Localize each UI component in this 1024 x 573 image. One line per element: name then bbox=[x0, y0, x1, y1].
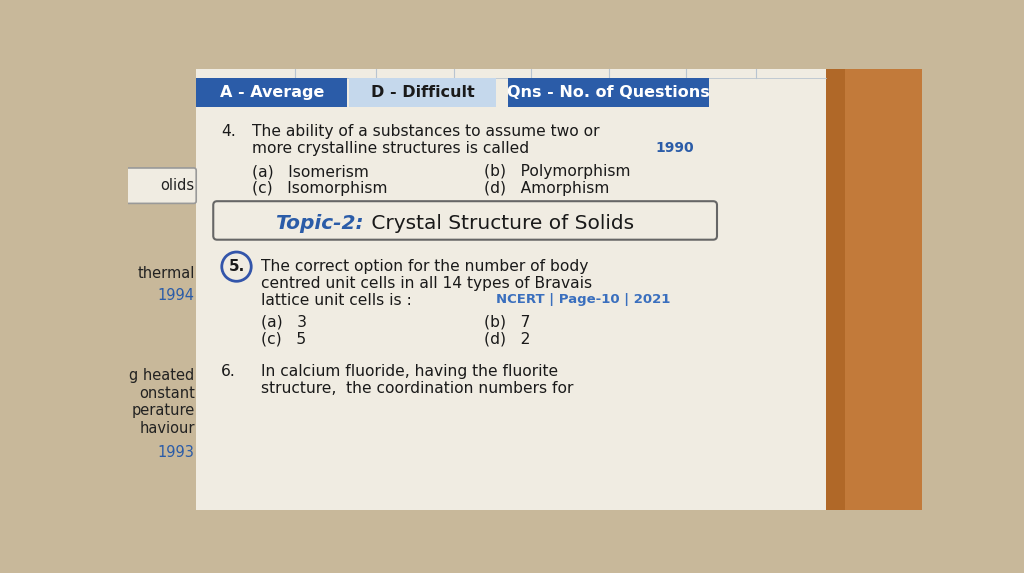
FancyBboxPatch shape bbox=[197, 69, 825, 510]
FancyBboxPatch shape bbox=[508, 78, 710, 107]
Text: centred unit cells in all 14 types of Bravais: centred unit cells in all 14 types of Br… bbox=[261, 276, 593, 291]
Text: (d)   2: (d) 2 bbox=[484, 331, 530, 346]
Text: 1994: 1994 bbox=[158, 288, 195, 304]
Text: 5.: 5. bbox=[228, 259, 245, 274]
Text: Qns - No. of Questions: Qns - No. of Questions bbox=[507, 85, 710, 100]
Text: (c)   5: (c) 5 bbox=[261, 331, 306, 346]
FancyBboxPatch shape bbox=[126, 168, 197, 203]
Text: perature: perature bbox=[131, 403, 195, 418]
Text: Crystal Structure of Solids: Crystal Structure of Solids bbox=[366, 214, 634, 233]
Text: In calcium fluoride, having the fluorite: In calcium fluoride, having the fluorite bbox=[261, 364, 558, 379]
Text: (b)   Polymorphism: (b) Polymorphism bbox=[484, 164, 631, 179]
Text: structure,  the coordination numbers for: structure, the coordination numbers for bbox=[261, 380, 573, 395]
Text: 6.: 6. bbox=[221, 364, 236, 379]
Text: 4.: 4. bbox=[221, 124, 236, 139]
Text: The correct option for the number of body: The correct option for the number of bod… bbox=[261, 259, 589, 274]
Text: Topic-2:: Topic-2: bbox=[275, 214, 364, 233]
Text: more crystalline structures is called: more crystalline structures is called bbox=[252, 141, 529, 156]
FancyBboxPatch shape bbox=[349, 78, 496, 107]
Text: olids: olids bbox=[161, 178, 195, 193]
FancyBboxPatch shape bbox=[197, 78, 347, 107]
Text: (a)   Isomerism: (a) Isomerism bbox=[252, 164, 369, 179]
Text: thermal: thermal bbox=[137, 266, 195, 281]
Text: (c)   Isomorphism: (c) Isomorphism bbox=[252, 181, 387, 196]
Text: lattice unit cells is :: lattice unit cells is : bbox=[261, 293, 412, 308]
Text: (d)   Amorphism: (d) Amorphism bbox=[484, 181, 610, 196]
Text: The ability of a substances to assume two or: The ability of a substances to assume tw… bbox=[252, 124, 599, 139]
Text: A - Average: A - Average bbox=[219, 85, 324, 100]
Text: g heated: g heated bbox=[129, 368, 195, 383]
Text: D - Difficult: D - Difficult bbox=[371, 85, 474, 100]
FancyBboxPatch shape bbox=[825, 69, 922, 510]
Text: haviour: haviour bbox=[139, 421, 195, 436]
FancyBboxPatch shape bbox=[845, 69, 922, 510]
Text: 1990: 1990 bbox=[655, 141, 693, 155]
Text: (b)   7: (b) 7 bbox=[484, 315, 531, 329]
Text: onstant: onstant bbox=[139, 386, 195, 401]
Text: NCERT | Page-10 | 2021: NCERT | Page-10 | 2021 bbox=[496, 293, 671, 306]
Text: (a)   3: (a) 3 bbox=[261, 315, 307, 329]
Text: 1993: 1993 bbox=[158, 445, 195, 460]
FancyBboxPatch shape bbox=[213, 201, 717, 240]
